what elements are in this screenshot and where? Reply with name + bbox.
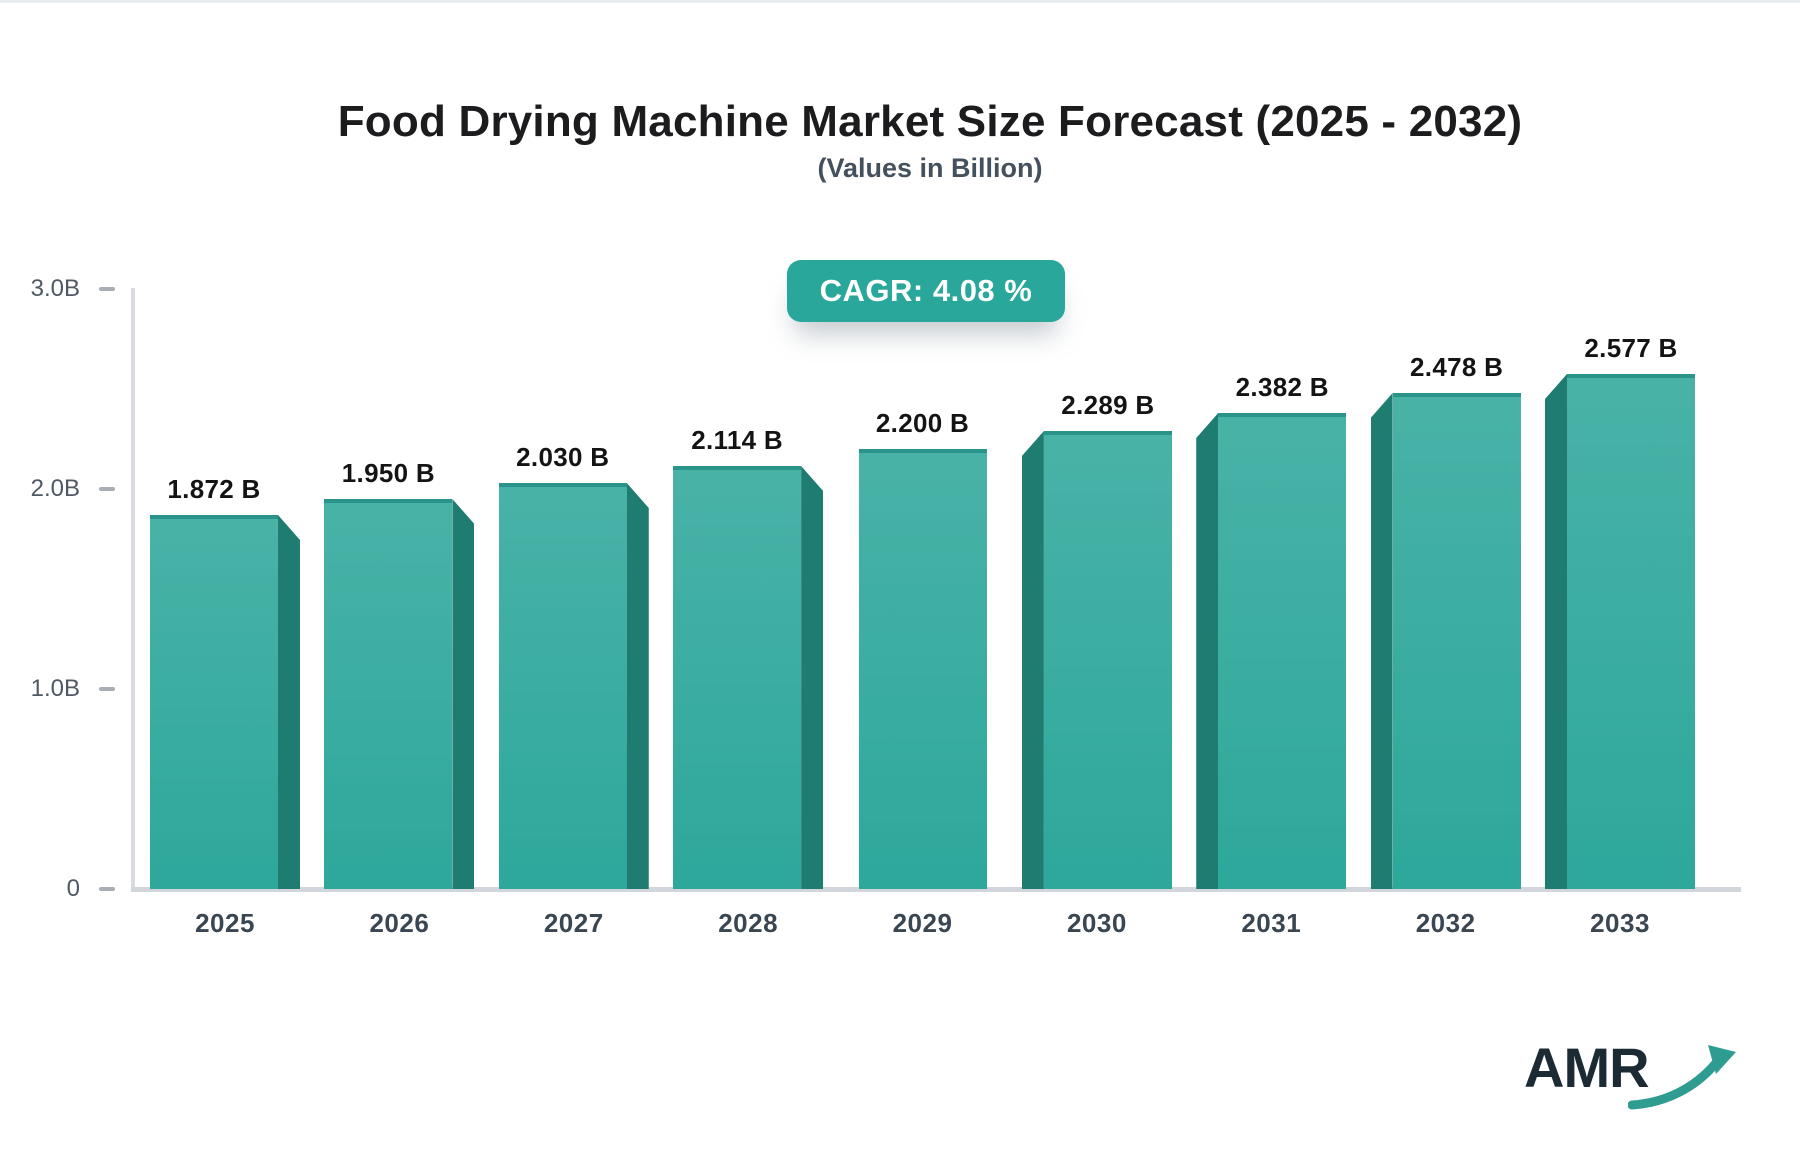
y-tick-mark — [99, 487, 115, 491]
x-axis-label-2030: 2030 — [1066, 908, 1127, 938]
bar-value-label-2027: 2.030 B — [516, 442, 610, 472]
y-tick-mark — [99, 287, 115, 291]
x-axis-line — [131, 887, 1741, 892]
bar-value-label-2032: 2.478 B — [1410, 352, 1504, 382]
bar-value-label-2026: 1.950 B — [341, 458, 435, 488]
bar-side-3d — [1196, 413, 1219, 889]
y-tick-label-3.0B: 3.0B — [30, 275, 80, 302]
bar-2029 — [848, 449, 998, 889]
y-tick-mark — [99, 687, 115, 691]
growth-arrow-icon — [1628, 1045, 1736, 1110]
y-tick-label-2.0B: 2.0B — [30, 475, 80, 502]
bar-side-3d — [278, 515, 300, 889]
bar-face — [858, 449, 987, 889]
bar-2030 — [1021, 431, 1172, 889]
x-axis-label-2032: 2032 — [1415, 908, 1476, 938]
bar-value-label-2029: 2.200 B — [875, 408, 970, 438]
bar-side-3d — [801, 466, 824, 889]
x-axis-label-2033: 2033 — [1590, 908, 1650, 938]
x-axis-label-2031: 2031 — [1241, 908, 1302, 938]
bar-value-label-2030: 2.289 B — [1061, 390, 1155, 420]
bar-side-3d — [626, 483, 649, 889]
cagr-badge-label: CAGR: 4.08 % — [819, 273, 1033, 308]
y-tick-label-0: 0 — [66, 875, 80, 902]
bar-face — [673, 466, 802, 889]
bar-face — [1392, 393, 1521, 889]
bar-side-3d — [1545, 374, 1567, 889]
bar-side-3d — [452, 499, 475, 889]
amr-logo: AMR — [1524, 1035, 1736, 1125]
bar-2033 — [1545, 374, 1695, 889]
y-axis-line — [131, 288, 135, 888]
bar-value-label-2033: 2.577 B — [1584, 333, 1678, 363]
bar-face — [1043, 431, 1172, 889]
bar-face — [150, 515, 278, 889]
chart-title: Food Drying Machine Market Size Forecast… — [337, 97, 1523, 146]
bar-2032 — [1370, 393, 1521, 889]
bar-face — [1218, 413, 1347, 889]
x-axis-label-2026: 2026 — [369, 908, 430, 938]
bar-2027 — [498, 483, 649, 889]
bar-2025 — [150, 515, 300, 889]
bar-side-3d — [1021, 431, 1044, 889]
y-tick-mark — [99, 887, 115, 891]
bar-face — [1567, 374, 1695, 889]
x-axis-label-2025: 2025 — [195, 908, 255, 938]
chart-subtitle: (Values in Billion) — [817, 153, 1043, 183]
cagr-badge: CAGR: 4.08 % — [787, 260, 1065, 322]
bar-value-label-2025: 1.872 B — [167, 474, 261, 504]
bar-side-3d — [1370, 393, 1393, 889]
y-tick-label-1.0B: 1.0B — [30, 675, 80, 702]
bar-face — [324, 499, 453, 889]
x-axis-label-2029: 2029 — [892, 908, 953, 938]
bar-face — [498, 483, 627, 889]
bar-2026 — [324, 499, 475, 889]
x-axis-label-2028: 2028 — [718, 908, 779, 938]
bar-value-label-2028: 2.114 B — [691, 425, 783, 455]
amr-logo-text: AMR — [1524, 1036, 1650, 1099]
x-axis-label-2027: 2027 — [543, 908, 604, 938]
bar-2031 — [1196, 413, 1347, 889]
bar-value-label-2031: 2.382 B — [1235, 372, 1329, 402]
bar-2028 — [673, 466, 824, 889]
